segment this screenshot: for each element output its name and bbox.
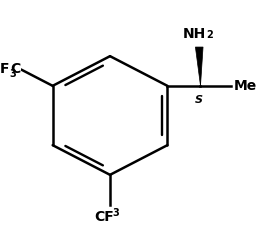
Text: CF: CF xyxy=(94,210,114,224)
Text: 3: 3 xyxy=(9,69,16,79)
Polygon shape xyxy=(195,47,203,86)
Text: F: F xyxy=(0,62,9,76)
Text: C: C xyxy=(10,62,20,76)
Text: S: S xyxy=(195,95,203,105)
Text: 2: 2 xyxy=(206,30,213,40)
Text: NH: NH xyxy=(183,27,206,41)
Text: 3: 3 xyxy=(112,208,119,218)
Text: Me: Me xyxy=(234,79,257,93)
